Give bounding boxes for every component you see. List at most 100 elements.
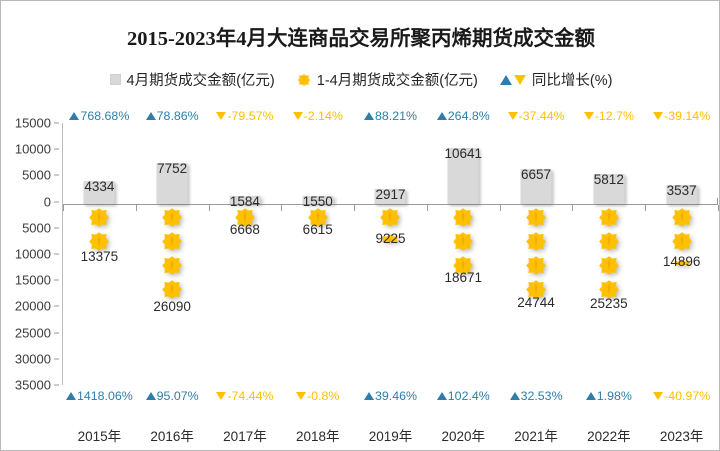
triangle-up-icon bbox=[436, 112, 447, 120]
pictogram-stack-cumulative-amount[interactable] bbox=[671, 207, 693, 268]
y-axis-label: 10000 bbox=[14, 141, 51, 157]
pictogram-stack-cumulative-amount[interactable] bbox=[307, 207, 329, 236]
x-axis-label: 2022年 bbox=[587, 429, 631, 444]
pictogram-stack-cumulative-amount[interactable] bbox=[234, 207, 256, 236]
bar-value-label: 3537 bbox=[666, 183, 697, 199]
x-axis-tick bbox=[500, 205, 501, 211]
bar-april-amount[interactable] bbox=[520, 169, 552, 204]
growth-value-cell: 78.86% bbox=[136, 109, 209, 123]
pictogram-stack-cumulative-amount[interactable] bbox=[598, 207, 620, 310]
x-axis-label: 2017年 bbox=[223, 429, 267, 444]
y-axis-tick bbox=[54, 305, 59, 307]
legend-label-growth: 同比增长(%) bbox=[531, 73, 613, 89]
growth-value-label: 88.21% bbox=[375, 109, 418, 123]
pictogram-stack-cumulative-amount[interactable] bbox=[161, 207, 183, 313]
x-axis-label: 2016年 bbox=[150, 429, 194, 444]
y-axis-label: 20000 bbox=[14, 298, 51, 314]
pictogram-stack-cumulative-amount[interactable] bbox=[379, 207, 401, 245]
growth-value-cell: 264.8% bbox=[427, 109, 500, 123]
plot-area: 4334 13375 7752 26090 1584 6668 1550 6615 2917 92… bbox=[63, 123, 719, 385]
pictogram-value-label: 14896 bbox=[662, 254, 701, 269]
triangle-up-icon bbox=[436, 392, 447, 400]
triangle-up-icon bbox=[509, 392, 520, 400]
legend-item-cumulative-amount[interactable]: 1-4月期货成交金额(亿元) bbox=[297, 69, 478, 90]
chart-column: 4334 13375 bbox=[63, 123, 136, 385]
bar-april-amount[interactable] bbox=[302, 195, 334, 204]
growth-value-label: 264.8% bbox=[447, 109, 490, 123]
bar-value-label: 5812 bbox=[593, 171, 624, 187]
triangle-up-icon bbox=[364, 392, 374, 400]
bar-value-label: 1584 bbox=[229, 193, 260, 209]
pictogram-value-label: 24744 bbox=[517, 295, 555, 310]
y-axis-label: 35000 bbox=[14, 377, 51, 393]
chart-column: 2917 9225 bbox=[354, 123, 427, 385]
growth-value-label: 95.07% bbox=[156, 389, 199, 403]
y-axis-label: 15000 bbox=[14, 272, 51, 288]
corn-icon bbox=[297, 73, 311, 87]
pictogram-value-label: 6668 bbox=[229, 222, 260, 237]
y-axis-tick bbox=[54, 279, 59, 281]
bar-value-label: 7752 bbox=[157, 161, 188, 177]
x-axis-tick bbox=[136, 205, 137, 211]
growth-value-cell: 1418.06% bbox=[63, 389, 136, 403]
growth-value-cell: -37.44% bbox=[500, 109, 573, 123]
x-axis-label: 2019年 bbox=[368, 429, 413, 444]
bar-value-label: 2917 bbox=[375, 186, 406, 202]
growth-value-label: 768.68% bbox=[80, 109, 130, 123]
growth-value-cell: 102.4% bbox=[427, 389, 500, 403]
y-axis-label: 0 bbox=[43, 194, 51, 210]
growth-value-label: 1418.06% bbox=[76, 389, 133, 403]
bar-april-amount[interactable] bbox=[666, 185, 698, 204]
legend-label-cumulative-amount: 1-4月期货成交金额(亿元) bbox=[316, 73, 478, 89]
axis-right-cap bbox=[717, 198, 718, 205]
growth-value-cell: -2.14% bbox=[281, 109, 354, 123]
x-axis-label: 2021年 bbox=[514, 429, 558, 444]
y-axis-tick bbox=[54, 358, 59, 360]
pictogram-stack-cumulative-amount[interactable] bbox=[452, 207, 474, 284]
triangle-down-icon bbox=[296, 392, 307, 400]
triangle-up-icon bbox=[145, 112, 156, 120]
y-axis-label: 30000 bbox=[14, 351, 51, 367]
pictogram-stack-cumulative-amount[interactable] bbox=[88, 207, 110, 263]
bar-april-amount[interactable] bbox=[156, 163, 188, 204]
pictogram-stack-cumulative-amount[interactable] bbox=[525, 207, 547, 309]
growth-value-cell: -79.57% bbox=[209, 109, 282, 123]
y-axis-label: 5000 bbox=[22, 167, 51, 183]
legend-item-april-amount[interactable]: 4月期货成交金额(亿元) bbox=[109, 69, 275, 90]
bar-value-label: 1550 bbox=[302, 193, 333, 209]
growth-value-cell: -39.14% bbox=[645, 109, 718, 123]
triangle-up-icon bbox=[585, 392, 596, 400]
growth-value-label: 1.98% bbox=[596, 389, 632, 403]
x-axis-tick bbox=[572, 205, 573, 211]
bar-april-amount[interactable] bbox=[83, 181, 115, 204]
chart-column: 3537 14896 bbox=[645, 123, 718, 385]
y-axis-tick bbox=[54, 174, 59, 176]
y-axis-tick bbox=[54, 227, 59, 229]
y-axis-tick bbox=[54, 384, 59, 386]
triangle-down-icon bbox=[653, 392, 664, 400]
x-axis-tick bbox=[281, 205, 282, 211]
growth-value-label: -79.57% bbox=[227, 109, 274, 123]
chart-column: 1550 6615 bbox=[281, 123, 354, 385]
pictogram-value-label: 18671 bbox=[444, 270, 483, 285]
chart-column: 1584 6668 bbox=[209, 123, 282, 385]
bar-april-amount[interactable] bbox=[374, 188, 406, 204]
zero-axis-line bbox=[63, 204, 718, 205]
bar-april-amount[interactable] bbox=[593, 173, 625, 204]
y-axis-tick bbox=[54, 332, 59, 334]
growth-value-label: -0.8% bbox=[307, 389, 340, 403]
chart-legend: 4月期货成交金额(亿元) 1-4月期货成交金额(亿元) 同比增长(%) bbox=[1, 69, 719, 90]
legend-item-growth[interactable]: 同比增长(%) bbox=[499, 69, 613, 90]
y-axis-line bbox=[62, 123, 63, 385]
bar-april-amount[interactable] bbox=[229, 195, 261, 204]
pictogram-value-label: 25235 bbox=[590, 296, 628, 311]
growth-value-cell: 88.21% bbox=[354, 109, 427, 123]
growth-value-cell: 39.46% bbox=[354, 389, 427, 403]
x-axis-tick bbox=[354, 205, 355, 211]
triangle-up-icon bbox=[145, 392, 156, 400]
growth-value-cell: 95.07% bbox=[136, 389, 209, 403]
triangle-down-icon bbox=[583, 112, 594, 120]
y-axis-tick bbox=[54, 201, 59, 203]
bar-april-amount[interactable] bbox=[447, 148, 479, 204]
growth-value-cell: 768.68% bbox=[63, 109, 136, 123]
